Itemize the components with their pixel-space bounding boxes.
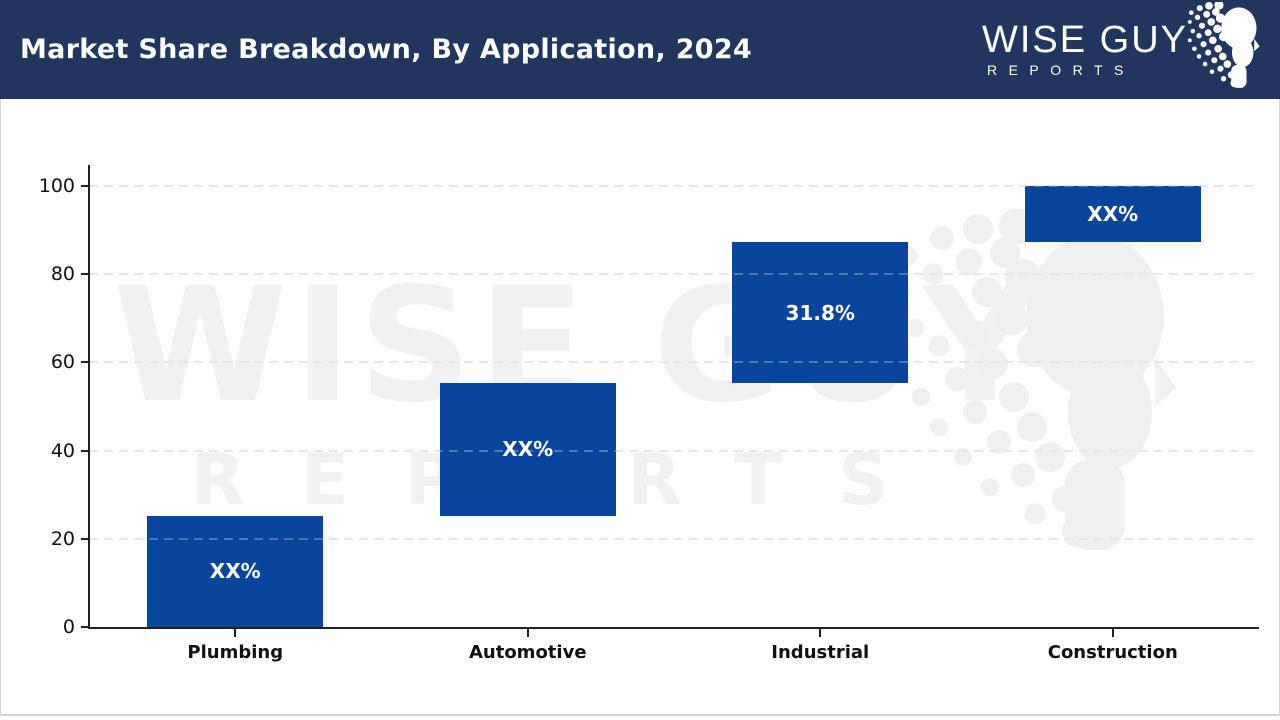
gridline-overlay-40 — [89, 449, 1259, 452]
x-tick-industrial — [819, 629, 822, 637]
x-tick-label-automotive: Automotive — [468, 642, 587, 663]
plot: 0 20 40 60 80 100 XX% Plumbing XX% Automotive 31.8… — [1, 99, 1279, 714]
bar-plumbing: XX% — [147, 515, 324, 627]
x-tick-label-plumbing: Plumbing — [187, 642, 284, 663]
y-tick-label-100: 100 — [38, 175, 75, 197]
wiseguy-logo-head-icon — [1187, 1, 1260, 88]
y-tick-label-0: 0 — [62, 616, 75, 638]
y-tick-label-80: 80 — [50, 263, 75, 286]
bar-label-industrial: 31.8% — [785, 300, 855, 325]
x-tick-construction — [1111, 629, 1114, 637]
header-bar: Market Share Breakdown, By Application, … — [0, 0, 1280, 99]
y-tick-100 — [81, 185, 89, 187]
y-tick-0 — [81, 626, 89, 628]
y-tick-20 — [81, 537, 89, 540]
bar-automotive: XX% — [439, 382, 616, 516]
y-tick-label-40: 40 — [50, 439, 75, 462]
y-axis — [88, 165, 90, 629]
y-tick-label-60: 60 — [50, 351, 75, 374]
bar-construction: XX% — [1024, 186, 1201, 243]
y-tick-label-20: 20 — [50, 527, 75, 550]
chart-title: Market Share Breakdown, By Application, … — [20, 34, 753, 65]
x-axis — [88, 627, 1259, 629]
wiseguy-logo-line2: REPORTS — [986, 62, 1135, 78]
gridline-20 — [89, 537, 1259, 540]
gridline-overlay-20 — [89, 537, 1259, 540]
gridline-40 — [89, 449, 1259, 452]
gridline-overlay-100 — [89, 185, 1259, 187]
wiseguy-logo-text: WISE GUY REPORTS — [982, 21, 1188, 78]
wiseguy-logo-line1: WISE GUY — [981, 19, 1188, 61]
y-tick-80 — [81, 273, 89, 276]
y-tick-40 — [81, 449, 89, 452]
y-tick-60 — [81, 361, 89, 364]
gridline-60 — [89, 361, 1259, 364]
bar-label-construction: XX% — [1087, 202, 1139, 227]
gridline-overlay-80 — [89, 273, 1259, 276]
x-tick-label-industrial: Industrial — [771, 642, 870, 663]
gridline-80 — [89, 273, 1259, 276]
x-tick-label-construction: Construction — [1047, 642, 1178, 663]
gridline-100 — [89, 185, 1259, 187]
chart-area: WISE GUY REPORTS 020406080100XX%Plumbing… — [0, 99, 1280, 716]
x-tick-plumbing — [234, 629, 237, 637]
gridline-overlay-60 — [89, 361, 1259, 364]
x-tick-automotive — [526, 629, 529, 637]
wiseguy-logo: WISE GUY REPORTS — [982, 1, 1262, 94]
bar-industrial: 31.8% — [732, 242, 909, 383]
bar-label-automotive: XX% — [502, 437, 554, 462]
bar-label-plumbing: XX% — [209, 559, 261, 584]
